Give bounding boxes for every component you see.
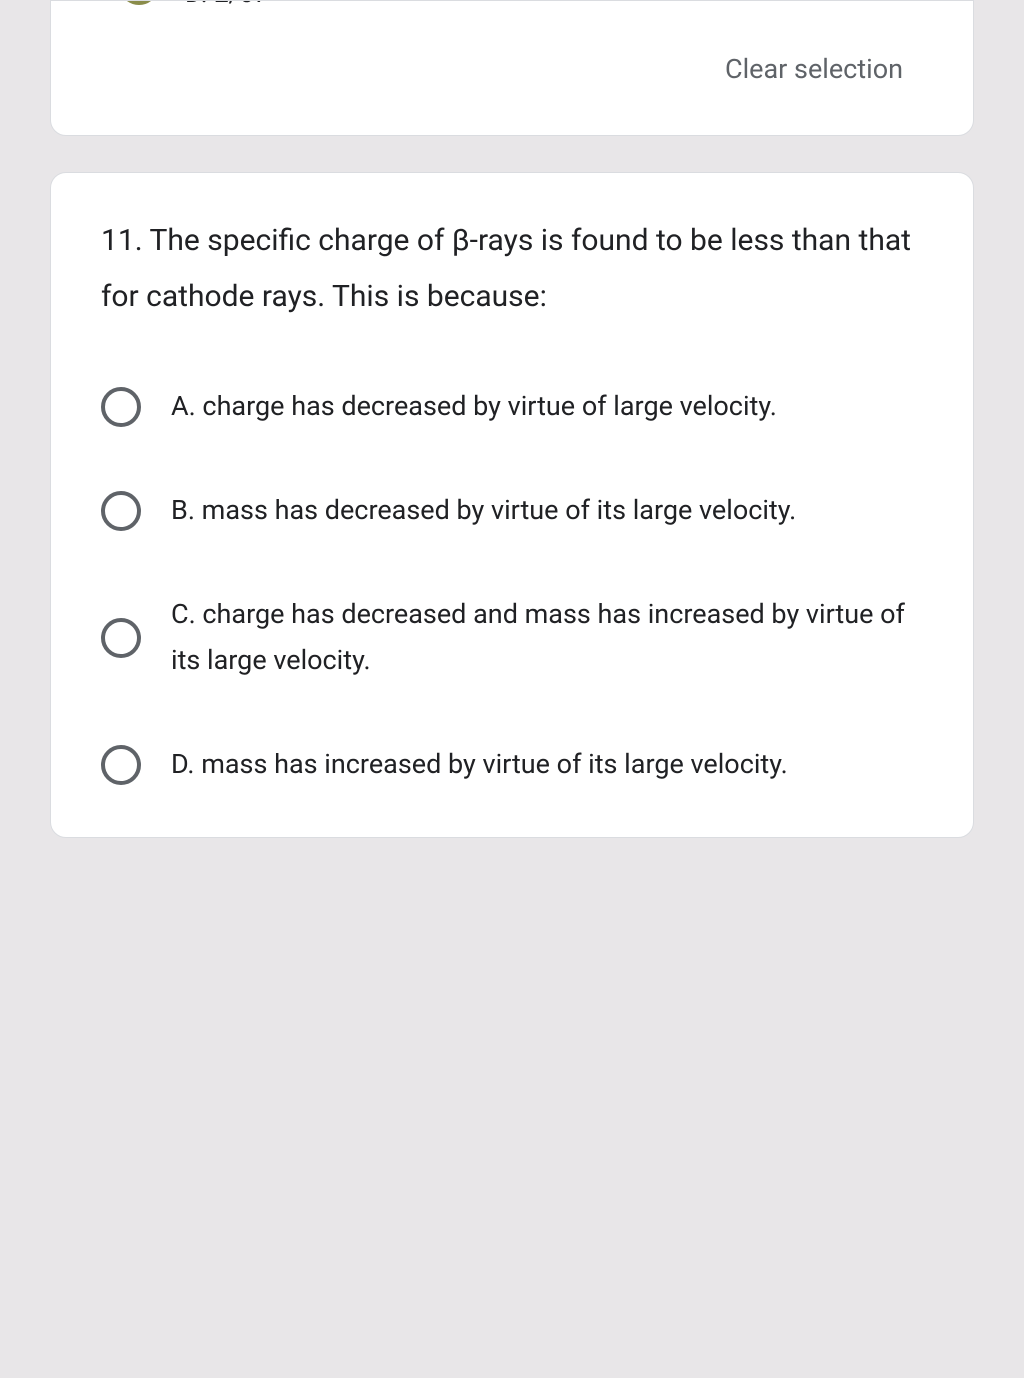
partial-option-text: D. 2/07: [185, 1, 269, 9]
option-label: D. mass has increased by virtue of its l…: [171, 742, 788, 788]
question-body: The specific charge of β-rays is found t…: [101, 223, 911, 314]
previous-question-card: D. 2/07 Clear selection: [50, 0, 974, 136]
option-label: C. charge has decreased and mass has inc…: [171, 592, 923, 684]
radio-icon: [101, 745, 141, 785]
radio-icon: [101, 618, 141, 658]
option-d[interactable]: D. mass has increased by virtue of its l…: [101, 742, 923, 788]
clear-selection-button[interactable]: Clear selection: [101, 53, 923, 85]
question-text: 11. The specific charge of β-rays is fou…: [101, 213, 923, 324]
radio-selected-ring: [119, 1, 159, 5]
option-b[interactable]: B. mass has decreased by virtue of its l…: [101, 488, 923, 534]
radio-icon: [101, 387, 141, 427]
radio-icon: [101, 491, 141, 531]
option-a[interactable]: A. charge has decreased by virtue of lar…: [101, 384, 923, 430]
question-card: 11. The specific charge of β-rays is fou…: [50, 172, 974, 838]
partial-selected-radio-row: D. 2/07: [101, 1, 923, 13]
option-c[interactable]: C. charge has decreased and mass has inc…: [101, 592, 923, 684]
question-number: 11.: [101, 223, 143, 258]
options-list: A. charge has decreased by virtue of lar…: [101, 384, 923, 787]
option-label: B. mass has decreased by virtue of its l…: [171, 488, 796, 534]
option-label: A. charge has decreased by virtue of lar…: [171, 384, 777, 430]
